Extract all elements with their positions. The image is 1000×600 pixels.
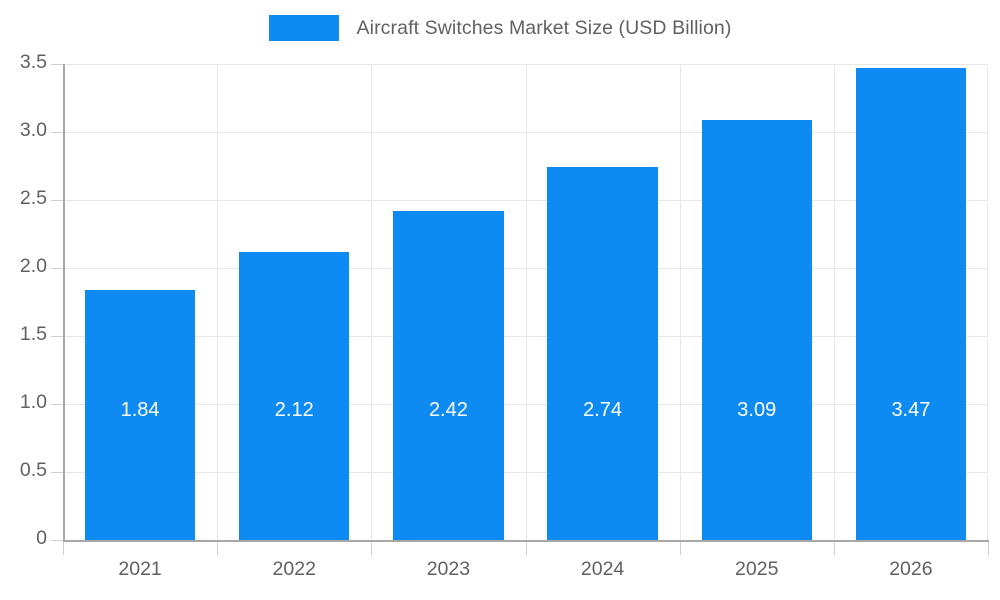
x-axis-label-2026: 2026 (889, 558, 933, 580)
bar-2026[interactable]: 3.47 (855, 68, 967, 540)
gridline-horizontal (63, 200, 988, 201)
bar-value-label: 2.42 (428, 399, 468, 421)
bar-2025[interactable]: 3.09 (701, 119, 812, 540)
gridline-vertical (526, 64, 527, 540)
bar-value-label: 3.09 (737, 399, 777, 421)
gridline-horizontal (63, 472, 988, 473)
y-axis-label: 1.0 (19, 391, 47, 413)
x-axis-line (63, 540, 989, 542)
y-tick-mark (51, 132, 63, 133)
x-axis-label-2023: 2023 (426, 558, 471, 580)
x-tick-mark (217, 542, 218, 555)
x-tick-mark (63, 542, 64, 555)
bar-value-label: 2.12 (274, 399, 314, 421)
y-axis-label: 3.5 (19, 51, 47, 73)
y-axis-label: 0 (36, 527, 47, 549)
y-axis-label: 3.0 (19, 119, 47, 141)
gridline-vertical (371, 64, 372, 540)
x-tick-mark (526, 542, 527, 555)
bar-value-label: 1.84 (120, 399, 160, 421)
y-axis-line (63, 64, 65, 542)
y-tick-mark (51, 336, 63, 337)
y-tick-mark (51, 472, 63, 473)
gridline-vertical (987, 64, 988, 540)
y-axis-label: 2.0 (19, 255, 47, 277)
chart-legend: Aircraft Switches Market Size (USD Billi… (0, 0, 1000, 56)
plot-area: 1.84 2.12 2.42 2.74 3.09 3.47 (63, 64, 988, 541)
y-tick-mark (51, 64, 63, 65)
gridline-vertical (680, 64, 681, 540)
bar-value-label: 2.74 (583, 399, 623, 421)
x-axis-label-2024: 2024 (580, 558, 625, 580)
bar-2023[interactable]: 2.42 (393, 210, 504, 540)
x-tick-mark (834, 542, 835, 555)
gridline-horizontal (63, 404, 988, 405)
bar-2024[interactable]: 2.74 (547, 167, 658, 540)
x-tick-mark (680, 542, 681, 555)
legend-color-swatch (268, 15, 339, 41)
gridline-horizontal (63, 336, 988, 337)
y-axis-label: 1.5 (19, 323, 47, 345)
y-tick-mark (51, 540, 63, 541)
bar-2021[interactable]: 1.84 (84, 289, 196, 540)
gridline-horizontal (63, 268, 988, 269)
bar-2022[interactable]: 2.12 (239, 251, 350, 540)
y-axis-label: 0.5 (19, 459, 47, 481)
x-tick-mark (988, 542, 989, 555)
x-axis-label-2025: 2025 (735, 558, 779, 580)
y-tick-mark (51, 200, 63, 201)
gridline-horizontal (63, 64, 988, 65)
bar-value-label: 3.47 (891, 399, 931, 421)
y-tick-mark (51, 404, 63, 405)
gridline-vertical (217, 64, 218, 540)
x-axis-label-2021: 2021 (118, 558, 162, 580)
gridline-horizontal (63, 132, 988, 133)
y-axis-label: 2.5 (19, 187, 47, 209)
legend-label: Aircraft Switches Market Size (USD Billi… (356, 16, 732, 39)
gridline-vertical (834, 64, 835, 540)
x-tick-mark (371, 542, 372, 555)
x-axis-label-2022: 2022 (272, 558, 316, 580)
y-tick-mark (51, 268, 63, 269)
